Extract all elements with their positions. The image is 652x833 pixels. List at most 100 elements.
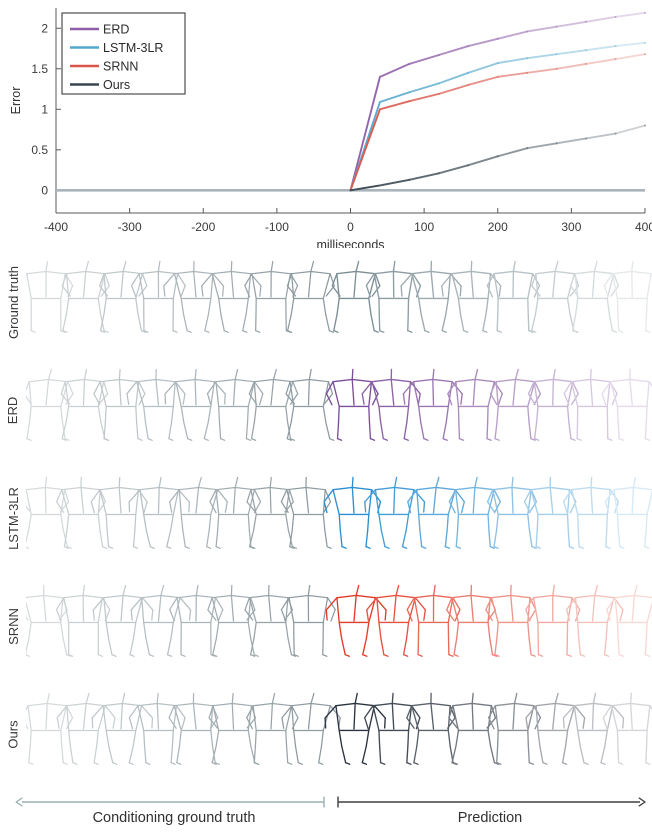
bone — [251, 273, 257, 300]
bone — [612, 705, 625, 719]
series-segment — [349, 184, 381, 192]
bone — [533, 378, 555, 383]
series-segment — [408, 92, 440, 103]
bone — [622, 717, 625, 729]
bone — [447, 273, 452, 300]
bone — [224, 501, 228, 513]
pose-row-label-text: Ground truth — [5, 265, 21, 339]
foot — [373, 329, 379, 333]
bone — [250, 637, 255, 656]
bone — [472, 486, 476, 514]
bone — [135, 297, 139, 316]
bone — [208, 705, 214, 719]
bone — [645, 297, 648, 316]
bone — [305, 486, 310, 514]
bone — [215, 486, 236, 491]
bone — [143, 745, 147, 764]
pose-row-canvas — [26, 692, 652, 765]
bone — [494, 705, 499, 732]
bone — [365, 284, 372, 298]
bone — [455, 381, 460, 408]
bone — [565, 609, 571, 622]
bone — [603, 284, 609, 298]
bone — [99, 486, 120, 491]
foot — [287, 762, 293, 765]
bone — [591, 270, 596, 298]
bone — [430, 702, 451, 707]
bone — [44, 476, 48, 489]
series-segment — [614, 11, 646, 18]
bone — [407, 501, 412, 514]
series-segment — [526, 53, 558, 60]
bone — [644, 529, 647, 548]
foot — [28, 762, 34, 765]
bone — [118, 378, 140, 383]
series-segment — [467, 75, 499, 86]
bone — [451, 597, 460, 624]
series-ours — [349, 124, 646, 192]
bone — [332, 378, 353, 383]
series-point — [585, 62, 588, 65]
bone — [489, 745, 496, 764]
foot — [187, 438, 193, 441]
bone — [355, 584, 360, 597]
foot — [451, 761, 457, 765]
bone — [156, 702, 178, 707]
prediction-pose — [324, 692, 386, 765]
prediction-pose — [448, 476, 501, 549]
bone — [140, 705, 154, 719]
bone — [351, 368, 354, 381]
bone — [217, 489, 228, 503]
bone — [493, 270, 515, 275]
chart-axes: 0 0.5 1 1.5 2 -400 -300 -200 -100 0 100 200 300 400 — [31, 8, 652, 234]
bone — [286, 486, 307, 491]
prediction-pose — [569, 260, 620, 333]
foot — [644, 653, 651, 657]
bone — [253, 381, 264, 395]
conditioning-pose — [26, 476, 73, 549]
bone — [353, 594, 357, 622]
bone — [158, 486, 180, 491]
bone — [246, 501, 257, 513]
bone — [609, 378, 631, 383]
bone — [577, 513, 579, 532]
bone — [451, 270, 472, 275]
timeline-caption-panel: Conditioning ground truth Prediction — [0, 788, 652, 833]
conditioning-pose — [56, 476, 108, 549]
bone — [28, 381, 32, 408]
bone — [474, 486, 495, 491]
bone — [204, 313, 210, 332]
bone — [128, 717, 134, 730]
pose-row-label-text: ERD — [5, 396, 21, 424]
bone — [143, 513, 147, 532]
bone — [496, 313, 499, 332]
bone — [406, 608, 413, 622]
bone — [132, 729, 137, 748]
bone — [617, 745, 620, 764]
bone — [287, 313, 292, 332]
bone — [442, 421, 447, 440]
legend-item-srnn: SRNN — [70, 60, 138, 74]
conditioning-pose — [91, 692, 154, 765]
conditioning-pose — [98, 260, 148, 333]
foot — [383, 653, 389, 657]
bone — [528, 637, 532, 656]
bone — [413, 745, 418, 764]
bone — [66, 705, 70, 732]
bone — [406, 405, 410, 424]
legend-label: LSTM-3LR — [103, 41, 163, 55]
bone — [307, 378, 310, 406]
bone — [497, 392, 503, 406]
x-tick-label: -400 — [44, 220, 68, 234]
bone — [310, 260, 315, 273]
bone — [212, 705, 220, 732]
bone — [285, 621, 289, 640]
bone — [648, 381, 652, 388]
bone — [534, 297, 539, 316]
bone — [454, 486, 476, 491]
bone — [126, 393, 130, 405]
bone — [288, 597, 295, 624]
bone — [493, 501, 501, 514]
bone — [610, 702, 632, 707]
bone — [80, 486, 85, 514]
